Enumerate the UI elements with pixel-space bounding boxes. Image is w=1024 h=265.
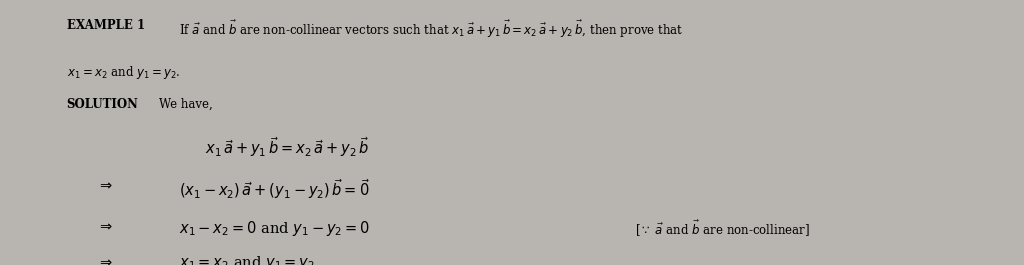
Text: EXAMPLE 1: EXAMPLE 1 (67, 19, 144, 32)
Text: [$\because\;\vec{a}$ and $\vec{b}$ are non-collinear]: [$\because\;\vec{a}$ and $\vec{b}$ are n… (635, 219, 810, 239)
Text: $x_1-x_2=0$ and $y_1-y_2=0$: $x_1-x_2=0$ and $y_1-y_2=0$ (179, 219, 371, 238)
Text: If $\vec{a}$ and $\vec{b}$ are non-collinear vectors such that $x_1\,\vec{a}+y_1: If $\vec{a}$ and $\vec{b}$ are non-colli… (179, 19, 684, 39)
Text: SOLUTION: SOLUTION (67, 98, 138, 111)
Text: We have,: We have, (159, 98, 212, 111)
Text: $x_1\,\vec{a}+y_1\,\vec{b}=x_2\,\vec{a}+y_2\,\vec{b}$: $x_1\,\vec{a}+y_1\,\vec{b}=x_2\,\vec{a}+… (205, 135, 369, 159)
Text: $\Rightarrow$: $\Rightarrow$ (97, 254, 114, 265)
Text: $x_1=x_2$ and $y_1=y_2$.: $x_1=x_2$ and $y_1=y_2$. (179, 254, 321, 265)
Text: $\Rightarrow$: $\Rightarrow$ (97, 219, 114, 233)
Text: $(x_1-x_2)\,\vec{a}+(y_1-y_2)\,\vec{b}=\vec{0}$: $(x_1-x_2)\,\vec{a}+(y_1-y_2)\,\vec{b}=\… (179, 178, 370, 201)
Text: $x_1=x_2$ and $y_1=y_2$.: $x_1=x_2$ and $y_1=y_2$. (67, 64, 180, 81)
Text: $\Rightarrow$: $\Rightarrow$ (97, 178, 114, 192)
